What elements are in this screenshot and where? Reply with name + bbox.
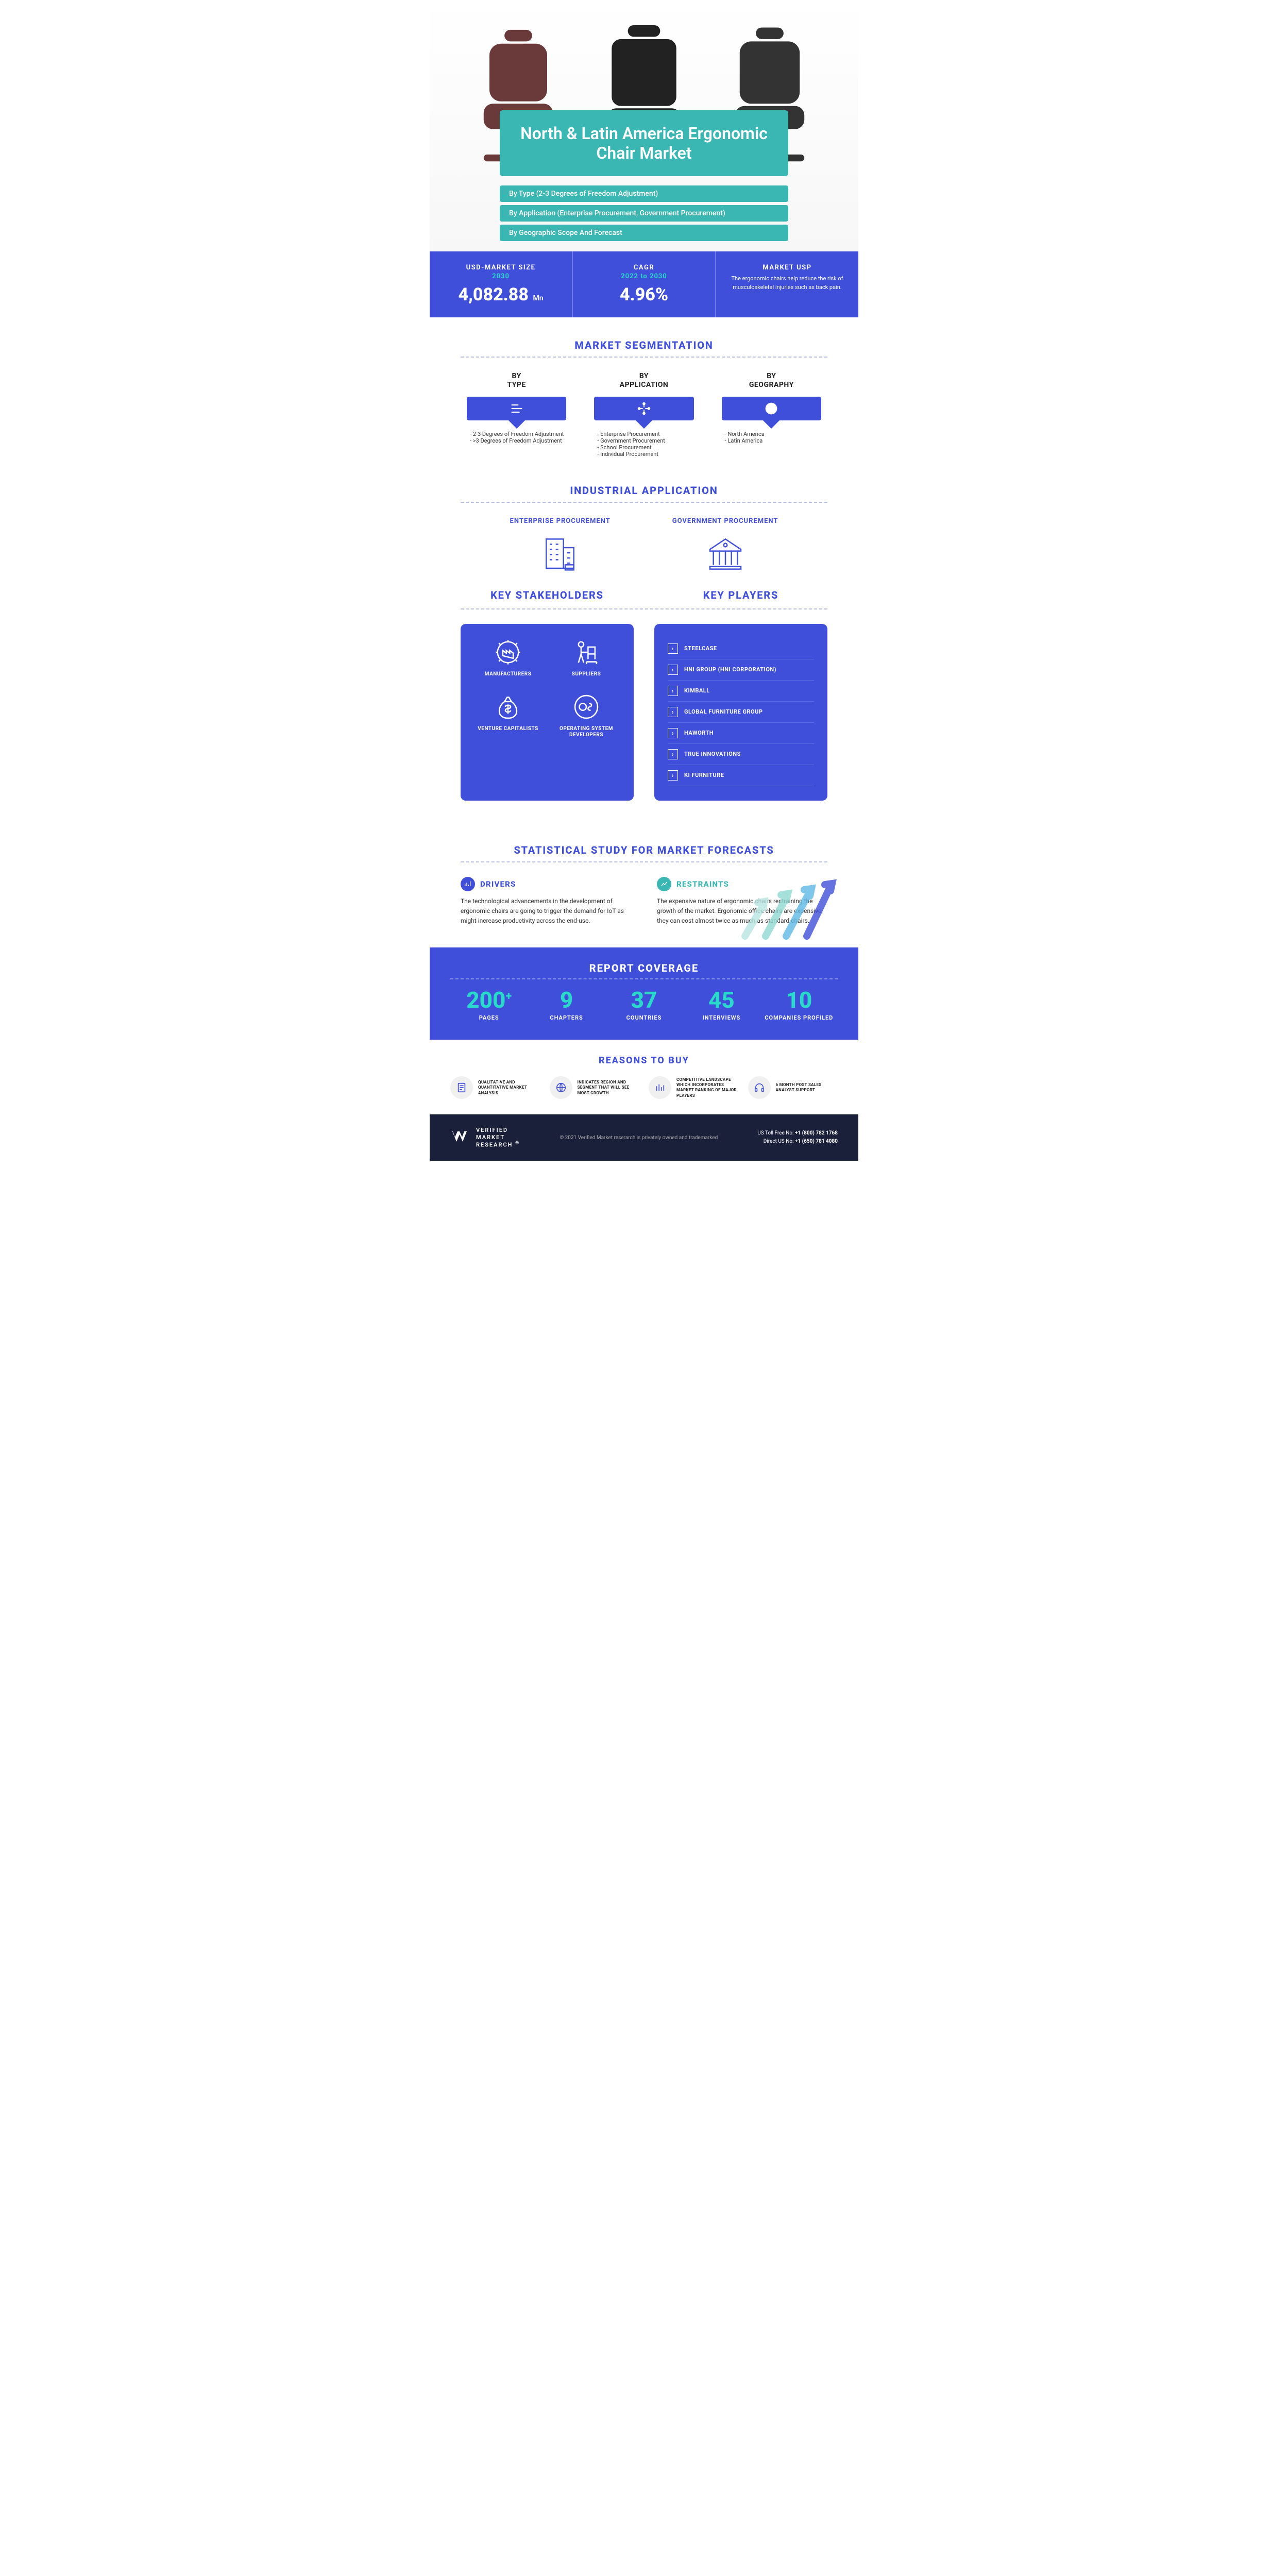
hero-sub-2: By Application (Enterprise Procurement, … [500,205,788,222]
stakeholder-item: VENTURE CAPITALISTS [474,693,542,738]
stat-usp: MARKET USP The ergonomic chairs help red… [715,251,858,317]
stat-size-label: USD-MARKET SIZE [441,264,561,272]
stat-cagr-period: 2022 to 2030 [584,273,704,280]
player-item: HNI GROUP (HNI CORPORATION) [668,659,814,681]
document-icon [450,1076,473,1099]
vm-logo-icon [450,1127,471,1148]
player-item: KIMBALL [668,681,814,702]
hero-sub-1: By Type (2-3 Degrees of Freedom Adjustme… [500,185,788,202]
hero-section: North & Latin America Ergonomic Chair Ma… [430,0,858,251]
industrial-heading: INDUSTRIAL APPLICATION [461,484,827,497]
player-item: HAWORTH [668,723,814,744]
stats-strip: USD-MARKET SIZE 2030 4,082.88 Mn CAGR 20… [430,251,858,317]
divider [461,861,827,862]
stat-market-size: USD-MARKET SIZE 2030 4,082.88 Mn [430,251,572,317]
industrial-enterprise: ENTERPRISE PROCUREMENT [510,517,611,573]
government-building-icon [705,532,746,573]
money-bag-icon [494,693,522,721]
seg-col-type: BYTYPE 2-3 Degrees of Freedom Adjustment… [461,372,572,457]
player-item: KI FURNITURE [668,765,814,786]
hero-title: North & Latin America Ergonomic Chair Ma… [518,124,770,163]
cov-chapters: 9CHAPTERS [528,989,605,1021]
seg-col-geography: BYGEOGRAPHY North America Latin America [716,372,827,457]
seg-col-application: BYAPPLICATION Enterprise Procurement Gov… [588,372,700,457]
divider [461,608,827,609]
headset-icon [748,1076,771,1099]
stakeholders-heading: KEY STAKEHOLDERS [461,589,634,601]
stakeholder-item: MANUFACTURERS [474,638,542,677]
stat-cagr: CAGR 2022 to 2030 4.96% [572,251,715,317]
drivers-text: The technological advancements in the de… [461,896,631,926]
supplier-icon [572,638,600,666]
stat-usp-label: MARKET USP [727,264,847,272]
drivers-icon [461,877,475,891]
os-icon [572,693,600,721]
stakeholder-item: SUPPLIERS [552,638,620,677]
factory-icon [494,638,522,666]
segmentation-row: BYTYPE 2-3 Degrees of Freedom Adjustment… [461,372,827,457]
restraints-icon [657,877,671,891]
industrial-government: GOVERNMENT PROCUREMENT [672,517,778,573]
seg-geography-icon [722,397,821,420]
hero-title-box: North & Latin America Ergonomic Chair Ma… [500,110,788,177]
forecasts-heading: STATISTICAL STUDY FOR MARKET FORECASTS [461,844,827,856]
divider [450,978,838,979]
cov-interviews: 45INTERVIEWS [683,989,760,1021]
footer-contact: US Toll Free No: +1 (800) 782 1768 Direc… [757,1129,838,1146]
restraints-block: RESTRAINTS The expensive nature of ergon… [657,877,827,926]
reasons-section: REASONS TO BUY QUALITATIVE AND QUANTITAT… [430,1040,858,1114]
coverage-section: REPORT COVERAGE 200+PAGES 9CHAPTERS 37CO… [430,947,858,1040]
segmentation-section: MARKET SEGMENTATION BYTYPE 2-3 Degrees o… [430,317,858,479]
coverage-heading: REPORT COVERAGE [450,962,838,974]
footer-copyright: © 2021 Verified Market reserarch is priv… [535,1134,742,1142]
player-item: GLOBAL FURNITURE GROUP [668,702,814,723]
industrial-section: INDUSTRIAL APPLICATION ENTERPRISE PROCUR… [430,479,858,822]
industrial-government-label: GOVERNMENT PROCUREMENT [672,517,778,526]
players-heading: KEY PLAYERS [654,589,827,601]
reason-item: QUALITATIVE AND QUANTITATIVE MARKET ANAL… [450,1076,540,1099]
hero-sub-3: By Geographic Scope And Forecast [500,225,788,241]
footer-logo: VERIFIEDMARKETRESEARCH ® [450,1127,520,1148]
globe-icon [550,1076,572,1099]
stat-size-value: 4,082.88 Mn [441,284,561,305]
seg-type-icon [467,397,566,420]
divider [461,502,827,503]
reason-item: 6 MONTH POST SALES ANALYST SUPPORT [748,1076,838,1099]
stat-cagr-value: 4.96% [584,284,704,305]
building-icon [539,532,581,573]
cov-countries: 37COUNTRIES [605,989,683,1021]
stat-size-year: 2030 [441,273,561,280]
reason-item: INDICATES REGION AND SEGMENT THAT WILL S… [550,1076,640,1099]
chart-icon [649,1076,671,1099]
industrial-enterprise-label: ENTERPRISE PROCUREMENT [510,517,611,526]
player-item: TRUE INNOVATIONS [668,744,814,765]
reasons-heading: REASONS TO BUY [450,1055,838,1066]
stakeholders-card: MANUFACTURERS SUPPLIERS VENTURE CAPITALI… [461,624,634,801]
stat-usp-text: The ergonomic chairs help reduce the ris… [727,275,847,292]
drivers-block: DRIVERS The technological advancements i… [461,877,631,926]
cov-pages: 200+PAGES [450,989,528,1021]
divider [461,357,827,358]
players-list: STEELCASE HNI GROUP (HNI CORPORATION) KI… [668,638,814,786]
stat-cagr-label: CAGR [584,264,704,272]
reason-item: COMPETITIVE LANDSCAPE WHICH INCORPORATES… [649,1076,739,1099]
players-card: STEELCASE HNI GROUP (HNI CORPORATION) KI… [654,624,827,801]
footer: VERIFIEDMARKETRESEARCH ® © 2021 Verified… [430,1114,858,1160]
cov-companies: 10COMPANIES PROFILED [760,989,838,1021]
segmentation-heading: MARKET SEGMENTATION [461,339,827,351]
player-item: STEELCASE [668,638,814,659]
seg-application-icon [594,397,693,420]
restraints-text: The expensive nature of ergonomic chairs… [657,896,827,926]
forecasts-section: STATISTICAL STUDY FOR MARKET FORECASTS D… [430,822,858,948]
stakeholder-item: OPERATING SYSTEM DEVELOPERS [552,693,620,738]
